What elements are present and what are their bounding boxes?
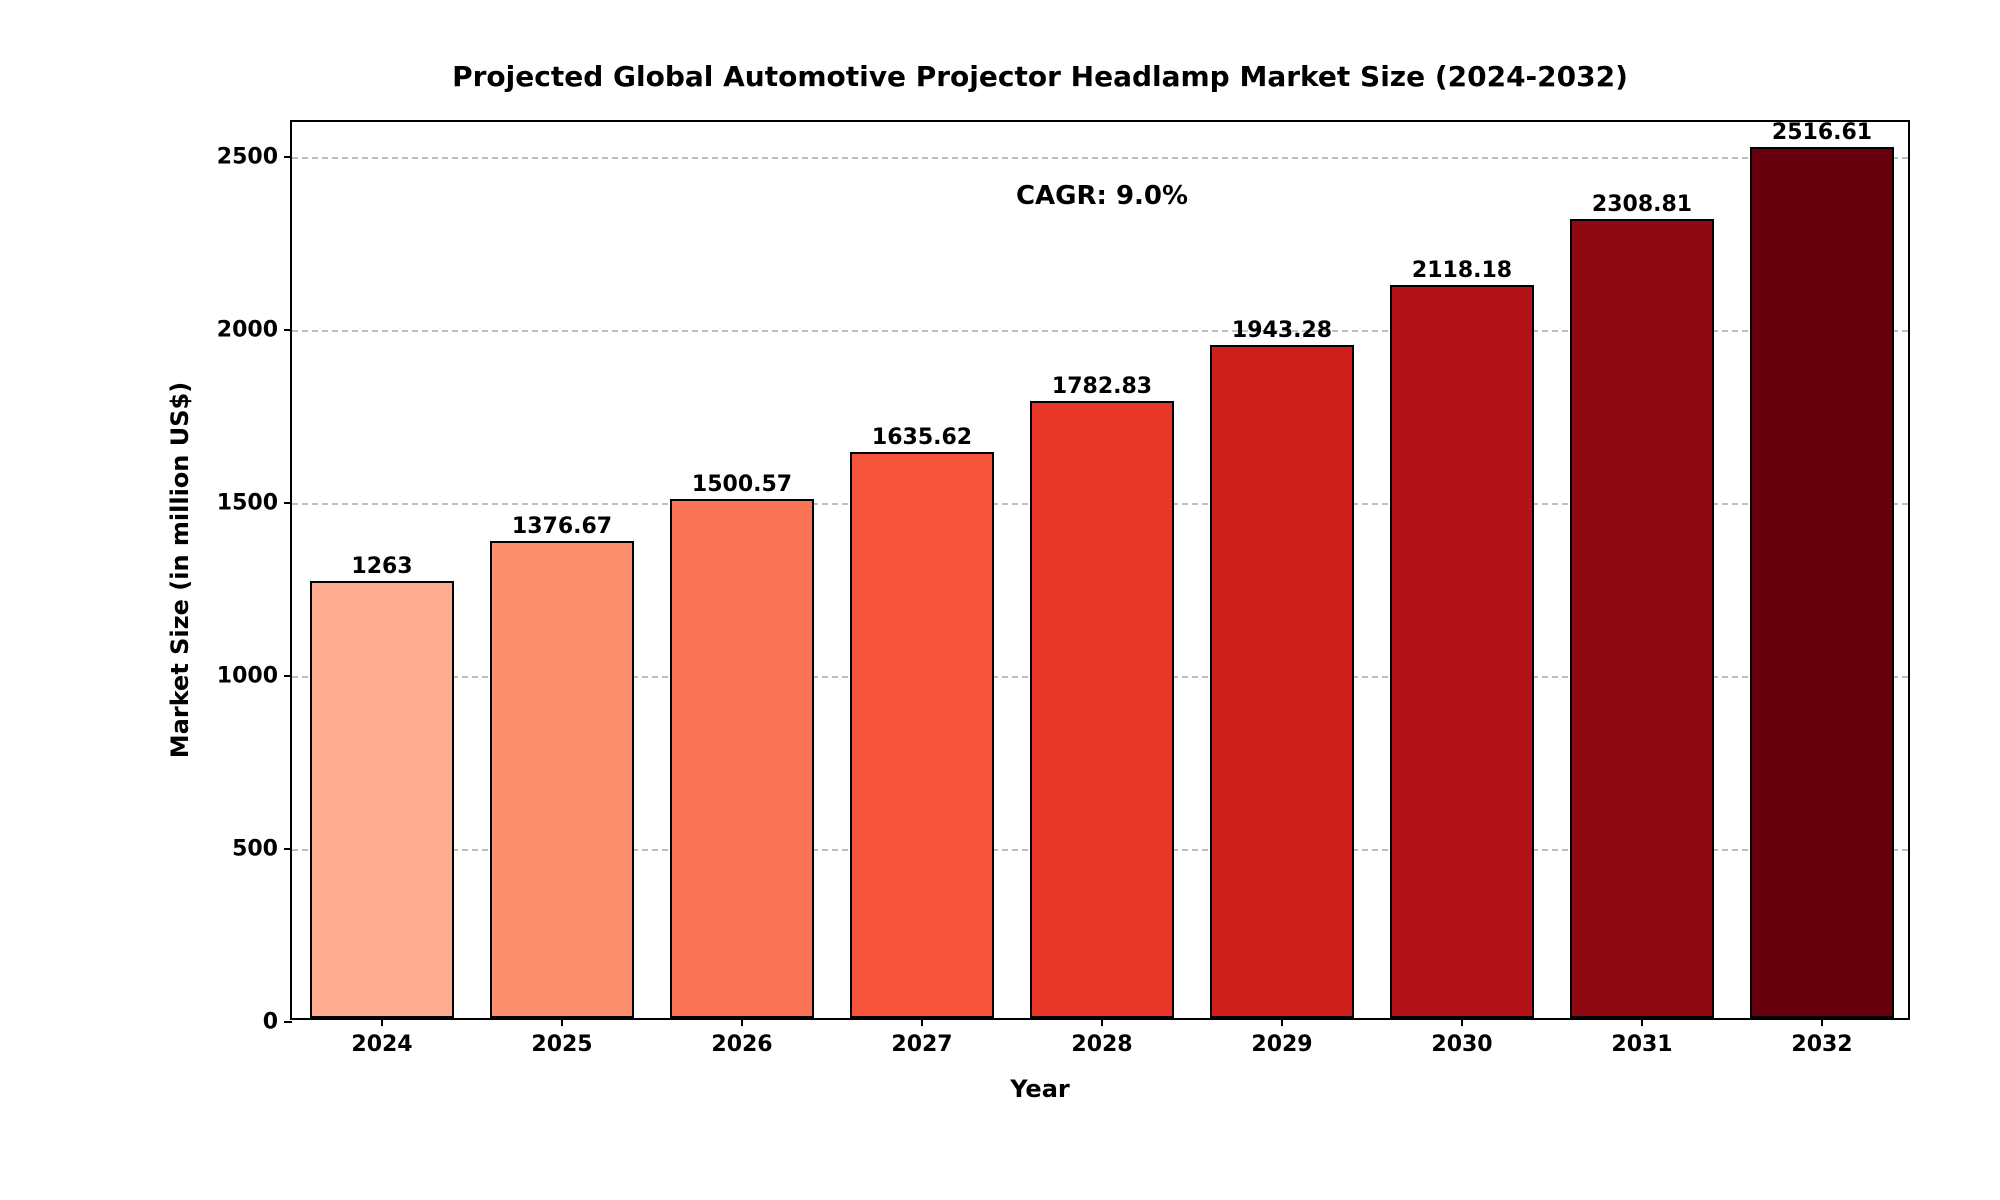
xtick-label: 2025: [531, 1032, 592, 1057]
ytick-label: 2000: [217, 317, 278, 342]
plot-area: 05001000150020002500126320241376.6720251…: [290, 120, 1910, 1020]
ytick-mark: [284, 675, 292, 677]
xtick-mark: [1101, 1018, 1103, 1026]
xtick-label: 2032: [1791, 1032, 1852, 1057]
bar-value-label: 2308.81: [1592, 192, 1692, 217]
bar: [490, 541, 634, 1018]
xtick-mark: [1281, 1018, 1283, 1026]
bar-value-label: 1782.83: [1052, 374, 1152, 399]
ytick-label: 500: [232, 836, 278, 861]
y-axis-label: Market Size (in million US$): [166, 382, 194, 758]
ytick-mark: [284, 502, 292, 504]
xtick-label: 2031: [1611, 1032, 1672, 1057]
chart-container: Projected Global Automotive Projector He…: [150, 60, 1930, 1120]
xtick-label: 2029: [1251, 1032, 1312, 1057]
ytick-mark: [284, 156, 292, 158]
bar-value-label: 1376.67: [512, 514, 612, 539]
bar: [1210, 345, 1354, 1018]
gridline: [292, 157, 1908, 159]
ytick-mark: [284, 1021, 292, 1023]
xtick-label: 2028: [1071, 1032, 1132, 1057]
bar-value-label: 1263: [351, 554, 412, 579]
xtick-mark: [561, 1018, 563, 1026]
bar-value-label: 1943.28: [1232, 318, 1332, 343]
bar-value-label: 2118.18: [1412, 258, 1512, 283]
ytick-mark: [284, 848, 292, 850]
bar: [1570, 219, 1714, 1018]
ytick-label: 2500: [217, 144, 278, 169]
xtick-mark: [1821, 1018, 1823, 1026]
ytick-label: 1000: [217, 663, 278, 688]
xtick-label: 2027: [891, 1032, 952, 1057]
ytick-label: 0: [263, 1010, 278, 1035]
bar: [1390, 285, 1534, 1018]
x-axis-label: Year: [150, 1075, 1930, 1103]
xtick-mark: [381, 1018, 383, 1026]
bar: [310, 581, 454, 1018]
xtick-mark: [1641, 1018, 1643, 1026]
bar-value-label: 1500.57: [692, 472, 792, 497]
bar: [850, 452, 994, 1018]
xtick-mark: [921, 1018, 923, 1026]
xtick-mark: [1461, 1018, 1463, 1026]
xtick-label: 2030: [1431, 1032, 1492, 1057]
cagr-annotation: CAGR: 9.0%: [1016, 181, 1188, 211]
bar: [1750, 147, 1894, 1018]
bar-value-label: 2516.61: [1772, 120, 1872, 145]
ytick-label: 1500: [217, 490, 278, 515]
chart-title: Projected Global Automotive Projector He…: [150, 60, 1930, 93]
bar: [670, 499, 814, 1018]
ytick-mark: [284, 329, 292, 331]
xtick-label: 2024: [351, 1032, 412, 1057]
xtick-mark: [741, 1018, 743, 1026]
bar: [1030, 401, 1174, 1018]
xtick-label: 2026: [711, 1032, 772, 1057]
bar-value-label: 1635.62: [872, 425, 972, 450]
